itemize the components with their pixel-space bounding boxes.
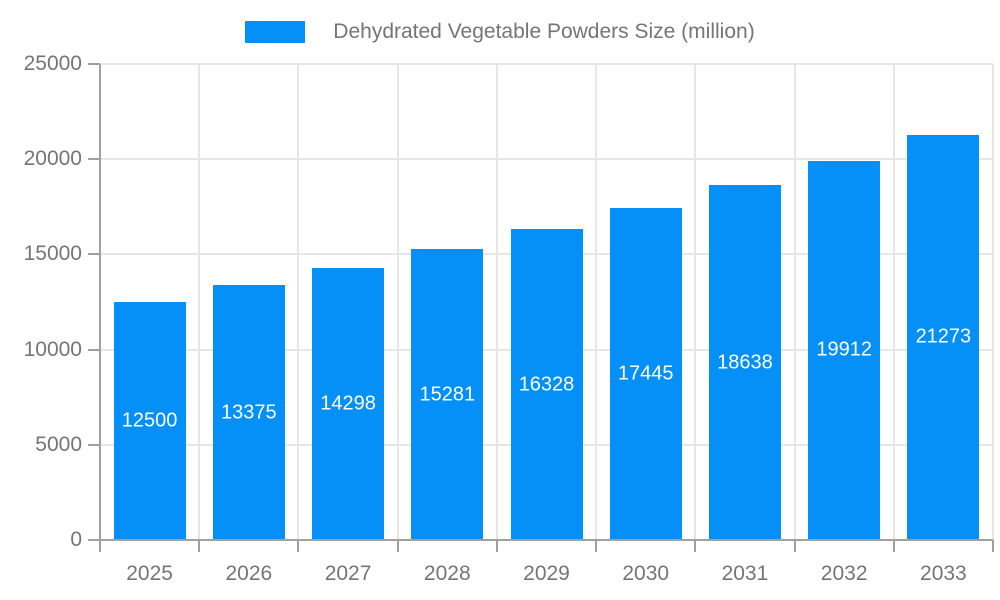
x-axis-line [88,539,993,541]
grid-line-vertical [793,64,796,540]
x-tick-label: 2028 [423,562,471,585]
x-tick-label: 2027 [324,562,372,585]
x-tick-label: 2025 [126,562,173,585]
bar-value-label: 13375 [221,401,277,424]
x-tick [793,540,796,552]
y-tick-label: 5000 [35,432,82,456]
y-tick [88,63,100,65]
x-tick [992,540,994,552]
grid-line-vertical [892,64,895,540]
x-tick [892,540,895,552]
grid-line-vertical [694,64,697,540]
chart-legend: Dehydrated Vegetable Powders Size (milli… [0,16,1000,48]
x-tick [595,540,598,552]
x-tick [396,540,399,552]
legend-swatch [245,21,306,43]
y-tick-label: 15000 [23,242,82,266]
legend-label: Dehydrated Vegetable Powders Size (milli… [333,20,755,43]
bar-value-label: 17445 [617,362,674,385]
bar-value-label: 14298 [320,392,376,415]
grid-line-horizontal [100,63,993,65]
y-axis-line [99,64,101,552]
x-tick [198,540,201,552]
bar-value-label: 19912 [816,338,872,361]
grid-line-vertical [595,64,598,540]
bar [312,267,385,540]
grid-line-vertical [396,64,399,540]
x-tick-label: 2026 [225,562,273,585]
x-tick [495,540,498,552]
x-tick-label: 2032 [820,562,868,585]
y-tick-label: 25000 [23,52,82,75]
y-tick-label: 10000 [23,337,82,361]
y-tick-label: 20000 [23,147,82,171]
bar-value-label: 12500 [121,409,178,432]
x-tick-label: 2030 [622,562,670,585]
y-tick [88,253,100,256]
y-tick [88,348,100,351]
bar [113,302,186,540]
bar [411,249,484,540]
bar [212,285,285,540]
y-tick-label: 0 [70,528,82,551]
x-tick-label: 2029 [523,562,570,585]
bar-value-label: 16328 [518,373,575,396]
bar [609,207,682,540]
bar [907,134,980,540]
grid-line-vertical [992,64,994,540]
bar-value-label: 15281 [419,383,476,406]
bar [708,185,781,540]
grid-line-vertical [495,64,498,540]
grid-line-horizontal [100,158,993,161]
grid-line-vertical [297,64,300,540]
y-tick [88,443,100,446]
bar-value-label: 18638 [717,351,773,374]
bar [808,160,881,540]
grid-line-vertical [198,64,201,540]
x-tick-label: 2031 [721,562,769,585]
y-tick [88,158,100,161]
x-tick [694,540,697,552]
bar [510,229,583,540]
bar-value-label: 21273 [915,325,972,348]
x-tick [297,540,300,552]
x-tick-label: 2033 [920,562,967,585]
